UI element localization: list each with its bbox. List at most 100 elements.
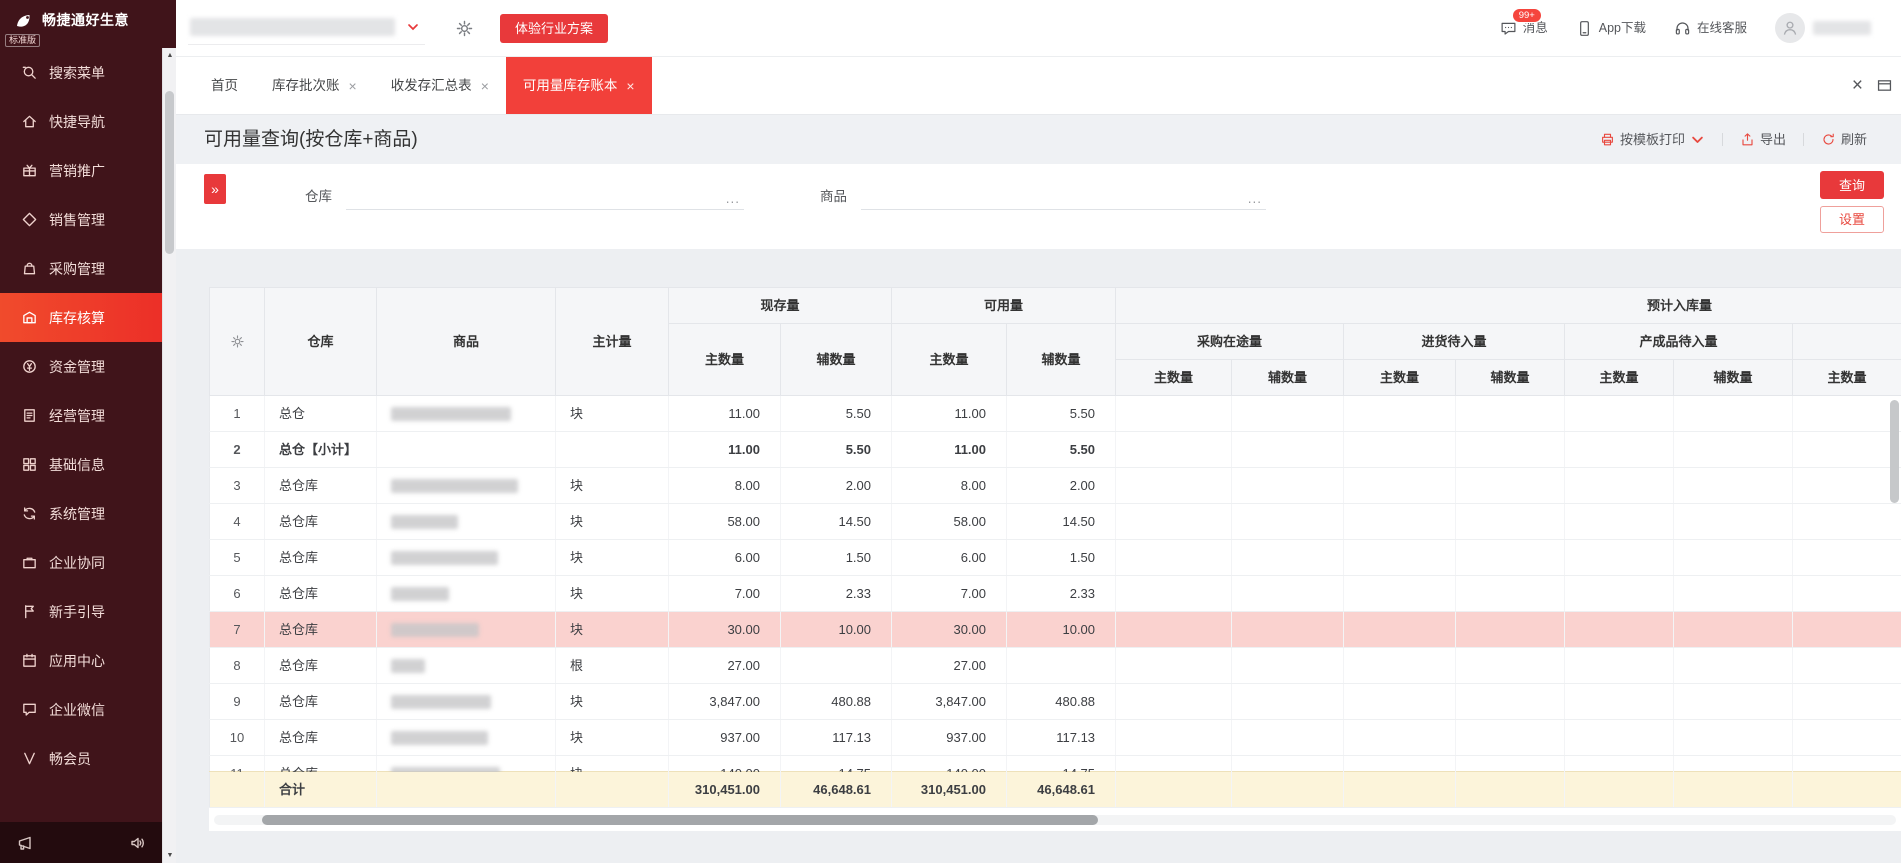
cell-onhand-main: 27.00 (668, 647, 781, 684)
tab-label: 可用量库存账本 (522, 77, 618, 93)
cell-extra-main (1792, 611, 1901, 648)
cell-avail-aux: 2.00 (1006, 467, 1117, 504)
messages-button[interactable]: 99+ 消息 (1500, 7, 1548, 37)
scroll-up-icon[interactable]: ▲ (166, 52, 174, 59)
horizontal-scrollbar[interactable] (214, 815, 1896, 825)
table-row[interactable]: 3 总仓库块 8.00 2.00 8.00 2.00 (209, 467, 1901, 504)
cell-purchase-aux (1231, 539, 1345, 576)
sidebar-scrollbar[interactable]: ▲ ▼ (162, 48, 176, 863)
horizontal-scrollbar-thumb[interactable] (262, 815, 1098, 825)
sidebar-item-marketing[interactable]: 营销推广 (0, 146, 162, 195)
table-row[interactable]: 5 总仓库块 6.00 1.50 6.00 1.50 (209, 539, 1901, 576)
app-download-button[interactable]: App下载 (1576, 20, 1646, 37)
sidebar-item-wecom[interactable]: 企业微信 (0, 685, 162, 734)
online-service-button[interactable]: 在线客服 (1674, 20, 1747, 37)
sidebar-item-business-mgmt[interactable]: 经营管理 (0, 391, 162, 440)
table-row[interactable]: 8 总仓库根 27.00 27.00 (209, 647, 1901, 684)
settings-button[interactable]: 设置 (1820, 206, 1884, 233)
cell-purchase-main (1115, 575, 1233, 612)
cell-onhand-main: 11.00 (668, 431, 781, 468)
company-select[interactable] (188, 12, 425, 45)
sidebar-scrollbar-thumb[interactable] (165, 91, 174, 254)
sidebar-item-purchasing[interactable]: 采购管理 (0, 244, 162, 293)
cell-inbound-aux (1455, 395, 1566, 432)
megaphone-icon[interactable] (15, 834, 33, 852)
sidebar-item-inventory-accounting[interactable]: 库存核算 (0, 293, 162, 342)
tab-close-icon[interactable]: × (348, 77, 357, 94)
col-group-onhand: 现存量 (667, 287, 893, 324)
cell-product (376, 395, 556, 432)
sidebar-item-base-info[interactable]: 基础信息 (0, 440, 162, 489)
cell-idx: 10 (209, 719, 265, 756)
diamond-icon (22, 212, 37, 227)
query-button[interactable]: 查询 (1820, 171, 1884, 199)
cell-extra-main (1792, 503, 1901, 540)
sidebar-item-sales[interactable]: 销售管理 (0, 195, 162, 244)
table-row[interactable]: 10 总仓库块 937.00 117.13 937.00 117.13 (209, 719, 1901, 756)
cell-inbound-main (1343, 503, 1457, 540)
refresh-button[interactable]: 刷新 (1821, 132, 1867, 147)
cell-purchase-main (1115, 683, 1233, 720)
speaker-icon[interactable] (129, 834, 147, 852)
member-v-icon (24, 752, 35, 765)
table-row[interactable]: 7 总仓库块 30.00 10.00 30.00 10.00 (209, 611, 1901, 648)
print-label: 按模板打印 (1619, 132, 1685, 147)
cell-onhand-aux (780, 647, 893, 684)
cell-product (376, 719, 556, 756)
tab-close-icon[interactable]: × (480, 77, 489, 94)
table-row[interactable]: 4 总仓库块 58.00 14.50 58.00 14.50 (209, 503, 1901, 540)
cell-unit: 块 (555, 395, 669, 432)
sidebar-item-funds[interactable]: 资金管理 (0, 342, 162, 391)
vertical-scrollbar-thumb[interactable] (1890, 400, 1899, 503)
sidebar-item-member[interactable]: 畅会员 (0, 734, 162, 783)
cell-finished-main (1564, 395, 1675, 432)
warehouse-input[interactable]: ... (346, 184, 744, 210)
user-menu[interactable] (1775, 13, 1871, 43)
warehouse-picker-ellipsis[interactable]: ... (725, 190, 740, 206)
topbar-right: 99+ 消息 App下载 在线客服 (1500, 7, 1871, 43)
table-row[interactable]: 9 总仓库块 3,847.00 480.88 3,847.00 480.88 (209, 683, 1901, 720)
tab-inventory-batch-ledger[interactable]: 库存批次账 × (255, 57, 374, 114)
sidebar-item-label: 销售管理 (49, 211, 105, 228)
sidebar-item-beginner-guide[interactable]: 新手引导 (0, 587, 162, 636)
col-group-inbound-pending: 进货待入量 (1343, 323, 1566, 360)
gear-icon[interactable] (455, 19, 474, 38)
redacted-product-name (391, 478, 518, 493)
tab-inout-summary[interactable]: 收发存汇总表 × (374, 57, 506, 114)
product-input[interactable]: ... (861, 184, 1266, 210)
table-row[interactable]: 6 总仓库块 7.00 2.33 7.00 2.33 (209, 575, 1901, 612)
tab-list-icon[interactable] (1876, 77, 1893, 94)
cell-unit: 块 (555, 611, 669, 648)
sidebar-item-system-mgmt[interactable]: 系统管理 (0, 489, 162, 538)
cell-inbound-main (1343, 719, 1457, 756)
cell-onhand-aux: 480.88 (780, 683, 893, 720)
cell-empty (1792, 771, 1901, 808)
sidebar-item-enterprise-collab[interactable]: 企业协同 (0, 538, 162, 587)
cell-purchase-aux (1231, 647, 1345, 684)
cell-finished-aux (1673, 539, 1794, 576)
tab-available-qty-ledger[interactable]: 可用量库存账本 × (505, 57, 652, 114)
print-by-template-button[interactable]: 按模板打印 (1600, 132, 1705, 147)
trial-solution-button[interactable]: 体验行业方案 (500, 13, 609, 43)
product-picker-ellipsis[interactable]: ... (1247, 190, 1262, 206)
tab-close-icon[interactable]: × (626, 77, 635, 94)
cell-warehouse: 总仓 (264, 395, 377, 432)
sidebar-item-app-center[interactable]: 应用中心 (0, 636, 162, 685)
table-row[interactable]: 1 总仓块 11.00 5.50 11.00 5.50 (209, 395, 1901, 432)
phone-icon (1579, 20, 1589, 36)
tab-label: 库存批次账 (272, 77, 340, 93)
sidebar-item-search-menu[interactable]: 搜索菜单 (0, 48, 162, 97)
scroll-down-icon[interactable]: ▼ (166, 852, 174, 859)
close-icon[interactable]: × (1851, 75, 1863, 96)
cell-onhand-aux: 2.00 (780, 467, 893, 504)
export-button[interactable]: 导出 (1740, 132, 1786, 147)
collapse-panel-button[interactable]: » (204, 174, 226, 204)
table-row[interactable]: 2 总仓【小计】 11.00 5.50 11.00 5.50 (209, 431, 1901, 468)
sidebar-item-quick-nav[interactable]: 快捷导航 (0, 97, 162, 146)
table-body: 1 总仓块 11.00 5.50 11.00 5.50 2 总仓【小计】 11.00 5.50 11… (209, 395, 1901, 772)
column-settings-cell[interactable] (209, 287, 265, 396)
tab-home[interactable]: 首页 (194, 57, 255, 114)
availability-table: 仓库 商品 主计量 现存量 可用量 预计入库量 主数量 辅数量 (209, 287, 1901, 772)
